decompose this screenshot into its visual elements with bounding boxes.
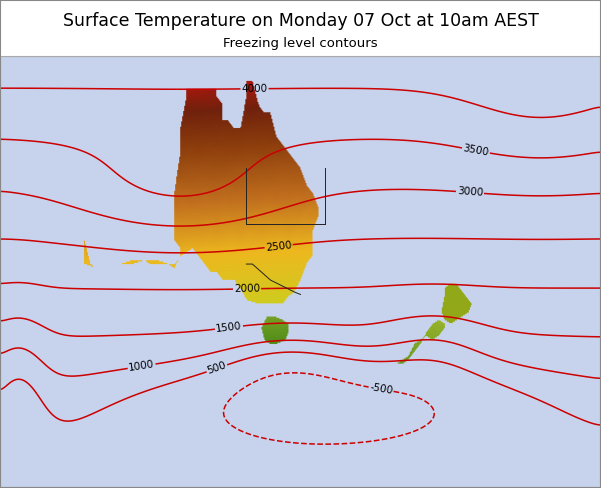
Text: 1500: 1500 xyxy=(215,321,243,334)
Text: 4000: 4000 xyxy=(242,83,267,94)
Text: 500: 500 xyxy=(206,361,228,376)
Bar xyxy=(0,56,601,488)
Text: 3000: 3000 xyxy=(457,186,483,198)
Text: Freezing level contours: Freezing level contours xyxy=(223,37,378,50)
Text: 2000: 2000 xyxy=(234,284,260,294)
Text: -500: -500 xyxy=(368,383,394,396)
Text: Surface Temperature on Monday 07 Oct at 10am AEST: Surface Temperature on Monday 07 Oct at … xyxy=(63,12,538,30)
Text: 1000: 1000 xyxy=(128,359,155,373)
Text: 3500: 3500 xyxy=(462,143,490,158)
Text: 2500: 2500 xyxy=(265,240,292,253)
